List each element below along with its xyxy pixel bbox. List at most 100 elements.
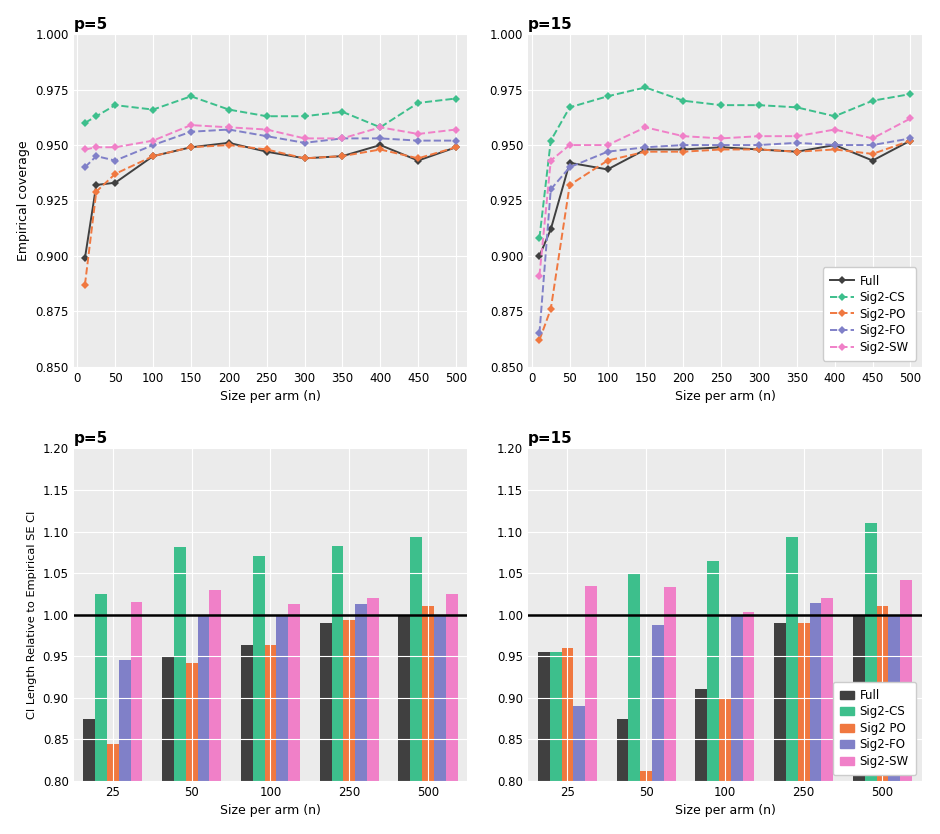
- Sig2-FO: [715, 140, 727, 150]
- Sig2-CS: [905, 89, 916, 99]
- Sig2-SW: [715, 133, 727, 143]
- Bar: [707, 560, 719, 834]
- Sig2-SW: [791, 131, 803, 141]
- Sig2-PO: [829, 144, 840, 154]
- Sig2-FO: [753, 140, 764, 150]
- Sig2-CS: [715, 100, 727, 110]
- Full: [564, 158, 575, 168]
- Bar: [355, 604, 367, 834]
- Bar: [131, 602, 143, 834]
- Bar: [446, 594, 458, 834]
- Full: [753, 144, 764, 154]
- Sig2-SW: [564, 140, 575, 150]
- Line: Sig2-PO: Sig2-PO: [537, 138, 914, 344]
- Sig2-PO: [678, 147, 689, 157]
- Bar: [264, 646, 276, 834]
- Bar: [743, 612, 755, 834]
- Bar: [320, 623, 332, 834]
- X-axis label: Size per arm (n): Size per arm (n): [220, 804, 321, 817]
- Sig2-FO: [678, 140, 689, 150]
- Line: Sig2-CS: Sig2-CS: [537, 84, 914, 241]
- Bar: [276, 615, 289, 834]
- Bar: [186, 663, 197, 834]
- Sig2-CS: [678, 96, 689, 106]
- Bar: [822, 598, 833, 834]
- Sig2-CS: [564, 103, 575, 113]
- Bar: [730, 616, 743, 834]
- Bar: [696, 690, 707, 834]
- Sig2-CS: [602, 91, 613, 101]
- Full: [678, 144, 689, 154]
- Sig2-SW: [545, 156, 556, 166]
- Sig2-FO: [602, 147, 613, 157]
- Sig2-SW: [640, 123, 651, 133]
- Sig2-FO: [905, 133, 916, 143]
- Bar: [901, 580, 912, 834]
- Sig2-FO: [545, 184, 556, 194]
- Sig2-PO: [602, 156, 613, 166]
- Legend: Full, Sig2-CS, Sig2-PO, Sig2-FO, Sig2-SW: Full, Sig2-CS, Sig2-PO, Sig2-FO, Sig2-SW: [823, 268, 916, 361]
- Full: [602, 164, 613, 174]
- Bar: [163, 656, 174, 834]
- Sig2-PO: [564, 180, 575, 190]
- Y-axis label: Empirical coverage: Empirical coverage: [17, 140, 30, 261]
- Bar: [786, 537, 798, 834]
- Bar: [422, 606, 434, 834]
- Bar: [719, 698, 730, 834]
- Text: p=15: p=15: [528, 431, 572, 446]
- Bar: [573, 706, 586, 834]
- Y-axis label: CI Length Relative to Empirical SE CI: CI Length Relative to Empirical SE CI: [27, 510, 37, 719]
- Bar: [775, 623, 786, 834]
- Bar: [798, 623, 809, 834]
- Sig2-SW: [678, 131, 689, 141]
- Line: Full: Full: [537, 138, 914, 259]
- Bar: [876, 606, 888, 834]
- Legend: Full, Sig2-CS, Sig2 PO, Sig2-FO, Sig2-SW: Full, Sig2-CS, Sig2 PO, Sig2-FO, Sig2-SW: [833, 681, 916, 775]
- Bar: [640, 771, 652, 834]
- Bar: [410, 537, 422, 834]
- Sig2-SW: [602, 140, 613, 150]
- Bar: [434, 615, 446, 834]
- Sig2-SW: [867, 133, 878, 143]
- Bar: [197, 615, 210, 834]
- Full: [867, 156, 878, 166]
- Bar: [84, 719, 95, 834]
- Bar: [343, 620, 355, 834]
- Bar: [586, 585, 597, 834]
- Sig2-PO: [905, 136, 916, 146]
- Full: [829, 140, 840, 150]
- Sig2-PO: [867, 149, 878, 159]
- Sig2-CS: [829, 111, 840, 121]
- Sig2-SW: [829, 124, 840, 134]
- Bar: [550, 652, 561, 834]
- Bar: [399, 615, 410, 834]
- Bar: [107, 744, 118, 834]
- Full: [791, 147, 803, 157]
- Sig2-CS: [791, 103, 803, 113]
- Sig2-CS: [545, 136, 556, 146]
- X-axis label: Size per arm (n): Size per arm (n): [220, 390, 321, 403]
- Sig2-PO: [640, 147, 651, 157]
- Sig2-FO: [867, 140, 878, 150]
- Bar: [332, 545, 343, 834]
- Bar: [367, 598, 379, 834]
- X-axis label: Size per arm (n): Size per arm (n): [675, 390, 776, 403]
- Text: p=5: p=5: [73, 17, 108, 32]
- Sig2-PO: [791, 147, 803, 157]
- Full: [545, 224, 556, 234]
- Full: [715, 143, 727, 153]
- Text: p=15: p=15: [528, 17, 572, 32]
- Sig2-PO: [753, 144, 764, 154]
- Bar: [241, 646, 253, 834]
- Full: [905, 136, 916, 146]
- Bar: [664, 587, 676, 834]
- Sig2-FO: [564, 162, 575, 172]
- Sig2-PO: [715, 144, 727, 154]
- Bar: [617, 719, 629, 834]
- X-axis label: Size per arm (n): Size per arm (n): [675, 804, 776, 817]
- Sig2-CS: [640, 83, 651, 93]
- Bar: [865, 523, 876, 834]
- Bar: [629, 573, 640, 834]
- Sig2-PO: [545, 304, 556, 314]
- Line: Sig2-SW: Sig2-SW: [537, 115, 914, 279]
